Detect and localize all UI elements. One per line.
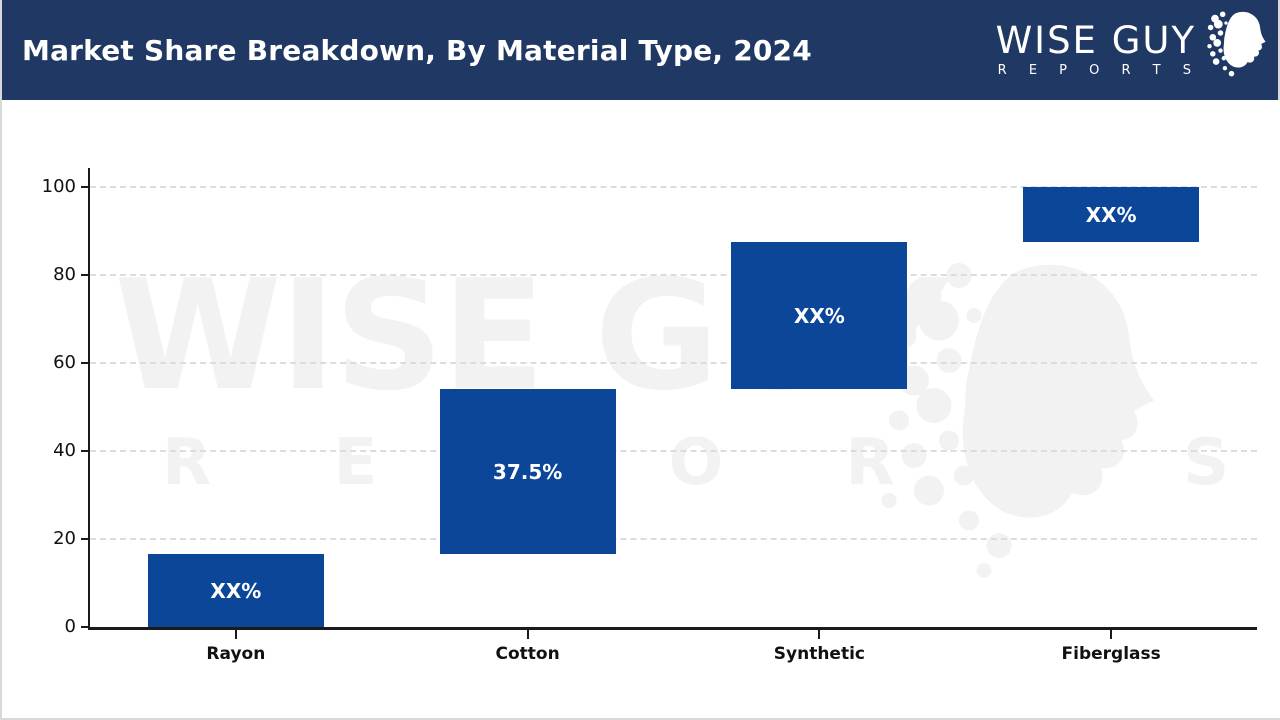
x-tick-rayon (234, 630, 237, 639)
gridline-60 (90, 362, 1257, 364)
gridline-100 (90, 186, 1257, 188)
plot: 0 20 40 60 80 100 XX% Rayon 37.5% Cotton XX% Synthe… (2, 100, 1280, 718)
y-tick-40 (81, 450, 90, 452)
gridline-80 (90, 274, 1257, 276)
y-tick-80 (81, 274, 90, 276)
header-bar: Market Share Breakdown, By Material Type… (2, 0, 1278, 100)
bar-value-label: XX% (1085, 202, 1137, 227)
y-tick-label: 20 (53, 528, 76, 549)
logo-head-icon (1207, 11, 1266, 77)
gridline-40 (90, 450, 1257, 452)
x-category-label: Synthetic (773, 644, 865, 664)
y-tick-label: 100 (41, 176, 76, 197)
y-tick-label: 60 (53, 352, 76, 373)
x-tick-cotton (526, 630, 529, 639)
x-category-label: Cotton (495, 644, 560, 664)
x-axis-line (88, 627, 1257, 630)
bar-value-label: XX% (210, 578, 262, 603)
wiseguy-logo: WISE GUY R E P O R T S (992, 8, 1270, 92)
y-tick-100 (81, 186, 90, 188)
x-tick-fiberglass (1110, 630, 1113, 639)
y-tick-label: 40 (53, 440, 76, 461)
x-category-label: Fiberglass (1061, 644, 1161, 664)
x-category-label: Rayon (206, 644, 266, 664)
y-axis-line (88, 168, 90, 630)
logo-wordmark: WISE GUY R E P O R T S (992, 19, 1200, 78)
bar-cotton: 37.5% (439, 389, 616, 555)
chart-title: Market Share Breakdown, By Material Type… (22, 33, 812, 67)
y-tick-label: 0 (64, 616, 76, 637)
gridline-20 (90, 538, 1257, 540)
y-tick-0 (81, 626, 90, 628)
y-tick-20 (81, 538, 90, 540)
chart-area: WISE GUY R E P O R T S 0 20 40 60 80 100 XX% Ra… (2, 100, 1280, 718)
bar-value-label: XX% (793, 303, 845, 328)
y-tick-60 (81, 362, 90, 364)
bar-fiberglass: XX% (1023, 187, 1200, 242)
x-tick-synthetic (818, 630, 821, 639)
logo-wordmark-line2: R E P O R T S (997, 62, 1200, 78)
y-tick-label: 80 (53, 264, 76, 285)
logo-wordmark-line1: WISE GUY (995, 19, 1197, 63)
bar-value-label: 37.5% (492, 459, 563, 484)
bar-synthetic: XX% (731, 242, 908, 390)
bar-rayon: XX% (147, 554, 324, 627)
